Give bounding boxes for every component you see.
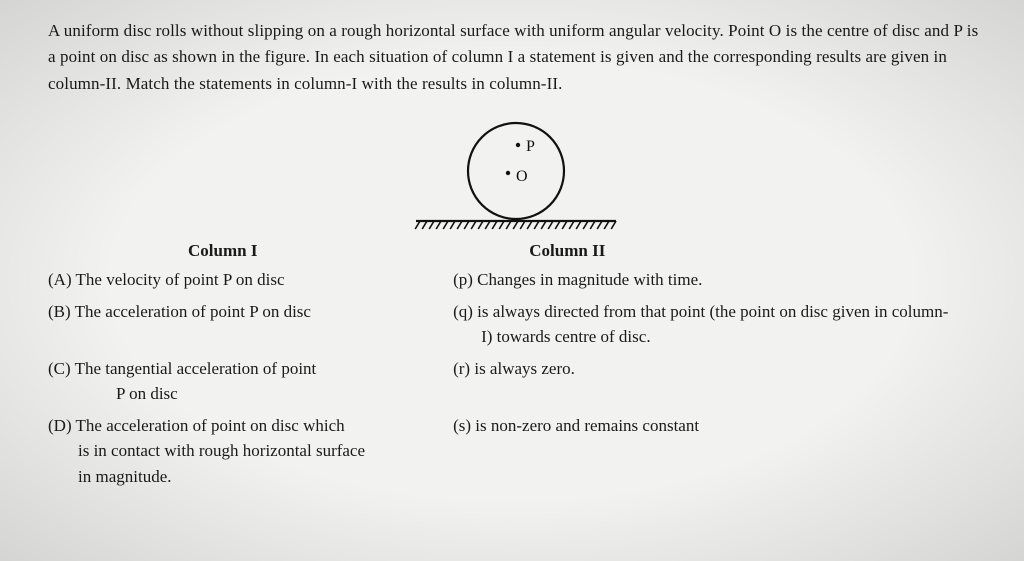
figure-container: P O (48, 111, 984, 239)
cell-r-right: (r) is always zero. (441, 356, 984, 382)
point-o-label: O (516, 168, 528, 185)
row-c2: P on disc (48, 381, 984, 407)
column-1-header: Column I (48, 241, 517, 261)
row-d3: in magnitude. (48, 464, 984, 490)
point-o-dot (506, 171, 510, 175)
row-d2: is in contact with rough horizontal surf… (48, 438, 984, 464)
cell-d2-left: is in contact with rough horizontal surf… (48, 438, 441, 464)
row-d: (D) The acceleration of point on disc wh… (48, 413, 984, 439)
cell-q2-right: I) towards centre of disc. (441, 324, 984, 350)
ground-hatch (415, 221, 616, 229)
cell-c2-left: P on disc (48, 381, 441, 407)
row-a: (A) The velocity of point P on disc (p) … (48, 267, 984, 293)
point-p-dot (516, 143, 520, 147)
question-page: A uniform disc rolls without slipping on… (0, 0, 1024, 561)
cell-b-left: (B) The acceleration of point P on disc (48, 299, 441, 325)
cell-s-right: (s) is non-zero and remains constant (441, 413, 984, 439)
cell-p-right: (p) Changes in magnitude with time. (441, 267, 984, 293)
question-stem: A uniform disc rolls without slipping on… (48, 18, 984, 97)
cell-d3-left: in magnitude. (48, 464, 441, 490)
row-c: (C) The tangential acceleration of point… (48, 356, 984, 382)
disc-figure: P O (406, 111, 626, 239)
point-p-label: P (526, 138, 535, 155)
column-header-row: Column I Column II (48, 241, 984, 261)
column-2-header: Column II (517, 241, 984, 261)
cell-a-left: (A) The velocity of point P on disc (48, 267, 441, 293)
row-b: (B) The acceleration of point P on disc … (48, 299, 984, 325)
cell-c-left: (C) The tangential acceleration of point (48, 356, 441, 382)
row-b2: I) towards centre of disc. (48, 324, 984, 350)
cell-c2-right (441, 381, 984, 407)
cell-d3-right (441, 464, 984, 490)
cell-d-left: (D) The acceleration of point on disc wh… (48, 413, 441, 439)
cell-b2-left (48, 324, 441, 350)
cell-d2-right (441, 438, 984, 464)
cell-q-right: (q) is always directed from that point (… (441, 299, 984, 325)
